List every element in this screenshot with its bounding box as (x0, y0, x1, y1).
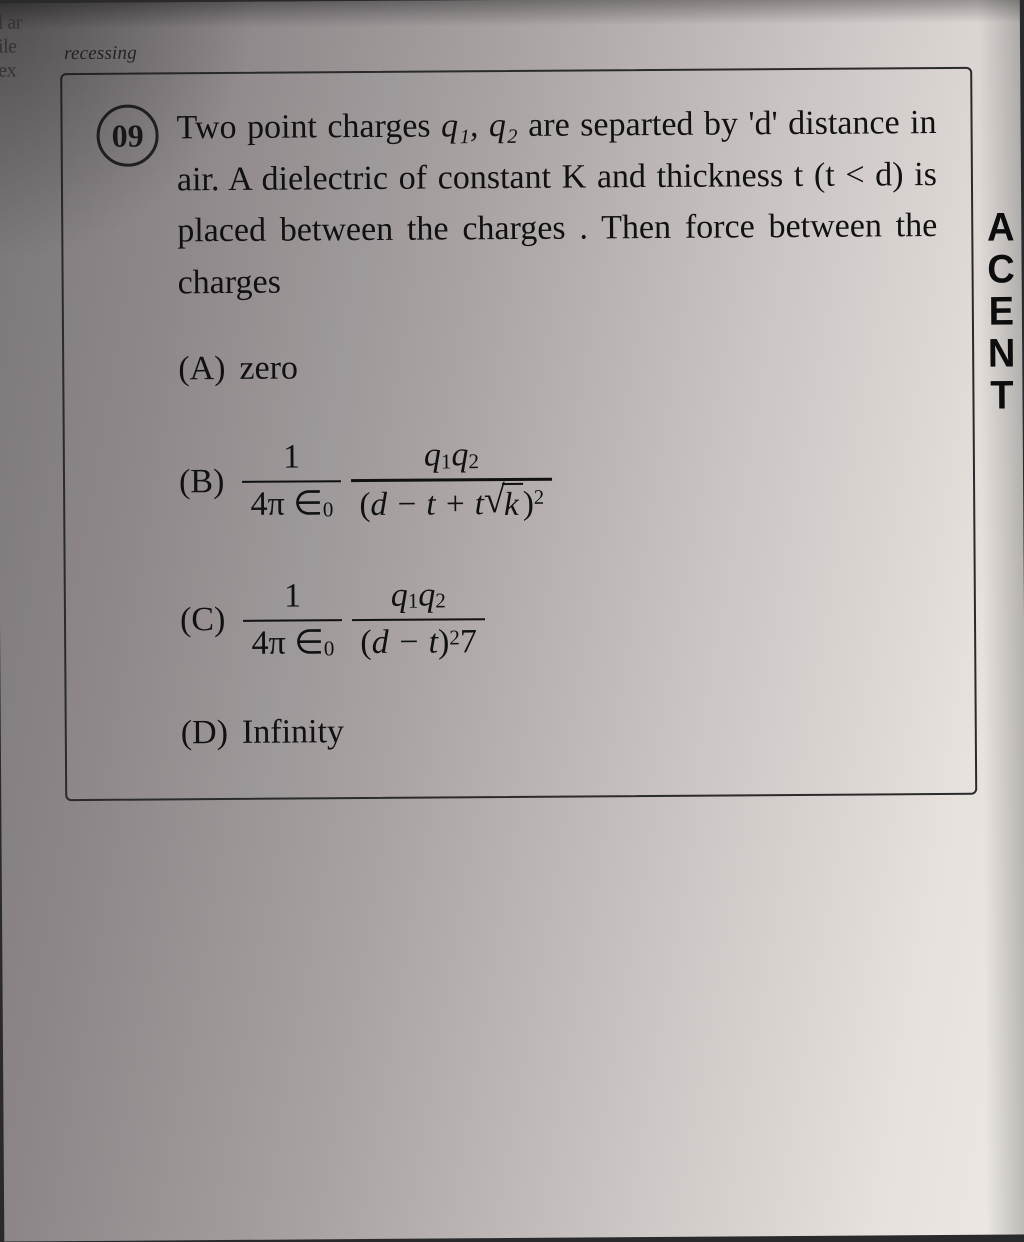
sqrt: √ k (484, 483, 523, 525)
option-a: (A) zero (178, 344, 938, 390)
option-b-frac2: q1q2 (d − t + t √ k )2 (351, 433, 552, 528)
option-d: (D) Infinity (181, 708, 941, 754)
side-tab-letters: A C E N T (987, 206, 1016, 416)
paren-open: ( (360, 623, 372, 664)
stem-part-1: Two point charges (176, 107, 441, 146)
option-d-text: Infinity (242, 712, 344, 754)
den-pow: 2 (449, 625, 460, 650)
option-b-frac1: 1 4π ∈0 (242, 435, 341, 528)
top-label: recessing (64, 37, 972, 65)
q1-sym: q (424, 436, 441, 477)
option-b-label: (B) (179, 462, 225, 503)
page: l ar ile ex recessing 09 Two point charg… (0, 0, 1024, 1242)
option-b-frac1-den: 4π ∈0 (242, 483, 341, 528)
left-margin-fragments: l ar ile ex (0, 11, 22, 83)
question-row: 09 Two point charges q₁, q₂ are separted… (96, 97, 937, 310)
question-box: 09 Two point charges q₁, q₂ are separted… (60, 67, 977, 801)
margin-frag-3: ex (0, 59, 22, 81)
question-number: 09 (96, 104, 158, 166)
q2-sym: q (418, 575, 435, 616)
side-letter-n: N (988, 332, 1016, 374)
sqrt-k: k (504, 486, 519, 523)
q2-sub: 2 (435, 588, 446, 613)
den-expr: d − t (372, 623, 439, 664)
option-b-frac2-num: q1q2 (416, 434, 487, 479)
paren-close: ) (523, 484, 534, 524)
side-letter-a: A (987, 206, 1015, 248)
stem-q1q2: q₁, q₂ (441, 107, 518, 145)
option-d-label: (D) (181, 713, 228, 754)
option-c-frac2-den: (d − t)2 7 (352, 620, 485, 666)
options: (A) zero (B) 1 4π ∈0 q1q2 (178, 344, 941, 754)
top-shadow (0, 0, 1020, 30)
option-a-text: zero (239, 348, 298, 389)
side-letter-e: E (988, 290, 1016, 332)
q2-sub: 2 (468, 449, 479, 474)
option-b-frac1-den-pre: 4π ∈ (250, 485, 323, 526)
radical-sign: √ (484, 485, 505, 527)
option-c-body: 1 4π ∈0 q1q2 (d − t)2 7 (239, 573, 489, 667)
option-c-frac1-den-sub: 0 (324, 636, 335, 661)
option-b-frac2-den: (d − t + t √ k )2 (351, 480, 552, 527)
q1-sub: 1 (441, 449, 452, 474)
option-c: (C) 1 4π ∈0 q1q2 (180, 570, 941, 667)
den-expr: d − t + t (370, 484, 484, 525)
option-b-frac1-num: 1 (275, 435, 308, 480)
option-c-frac1-num: 1 (276, 574, 309, 619)
option-b-frac1-den-sub: 0 (323, 498, 334, 523)
margin-frag-1: l ar (0, 11, 22, 33)
option-b-body: 1 4π ∈0 q1q2 (d − t + t (238, 433, 556, 528)
side-letter-c: C (987, 248, 1015, 290)
trail: 7 (460, 622, 477, 663)
option-a-label: (A) (178, 349, 225, 390)
option-c-frac1: 1 4π ∈0 (243, 574, 342, 667)
den-pow: 2 (534, 486, 545, 511)
paren-close: ) (438, 622, 450, 663)
margin-frag-2: ile (0, 35, 22, 57)
option-c-frac2-num: q1q2 (383, 573, 454, 618)
option-b: (B) 1 4π ∈0 q1q2 (179, 431, 940, 530)
option-c-frac1-den-pre: 4π ∈ (251, 623, 324, 664)
side-letter-t: T (988, 374, 1016, 416)
option-c-label: (C) (180, 600, 226, 641)
right-shadow (978, 0, 1024, 1235)
question-stem: Two point charges q₁, q₂ are separted by… (176, 97, 937, 309)
option-c-frac2: q1q2 (d − t)2 7 (352, 573, 485, 666)
option-c-frac1-den: 4π ∈0 (243, 621, 342, 666)
q1-sym: q (391, 575, 408, 616)
q2-sym: q (451, 436, 468, 477)
paren-open: ( (359, 485, 370, 525)
q1-sub: 1 (408, 588, 419, 613)
